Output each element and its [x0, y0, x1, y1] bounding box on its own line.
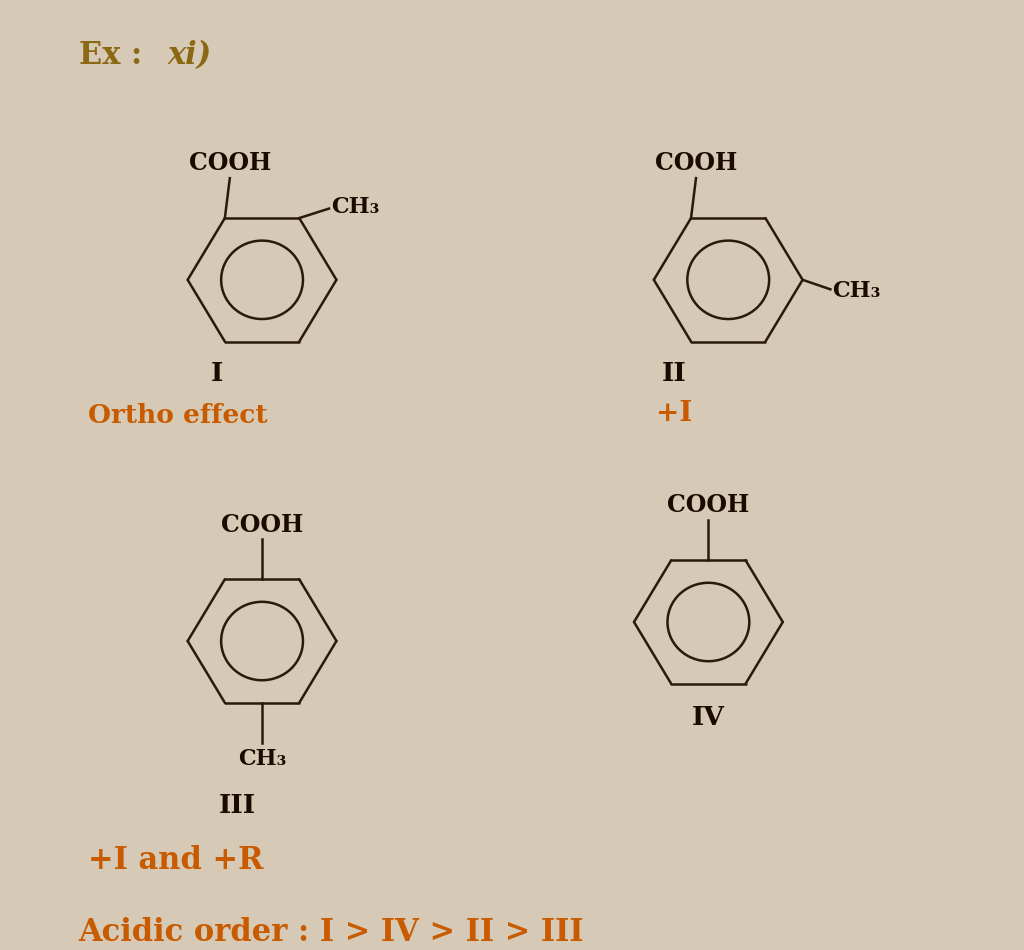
Text: +I: +I	[655, 401, 692, 428]
Text: I: I	[211, 361, 223, 386]
Text: III: III	[219, 793, 256, 818]
Text: COOH: COOH	[221, 512, 303, 537]
Text: +I and +R: +I and +R	[88, 846, 264, 876]
Text: IV: IV	[692, 705, 725, 730]
Text: COOH: COOH	[654, 151, 737, 176]
Text: Acidic order : I > IV > II > III: Acidic order : I > IV > II > III	[79, 917, 584, 948]
Text: xi): xi)	[168, 40, 212, 71]
Text: COOH: COOH	[188, 151, 271, 176]
Text: COOH: COOH	[668, 493, 750, 518]
Text: II: II	[662, 361, 686, 386]
Text: CH₃: CH₃	[238, 749, 287, 770]
Text: CH₃: CH₃	[331, 196, 379, 218]
Text: Ortho effect: Ortho effect	[88, 404, 268, 428]
Text: CH₃: CH₃	[833, 280, 881, 302]
Text: Ex :: Ex :	[79, 40, 141, 71]
